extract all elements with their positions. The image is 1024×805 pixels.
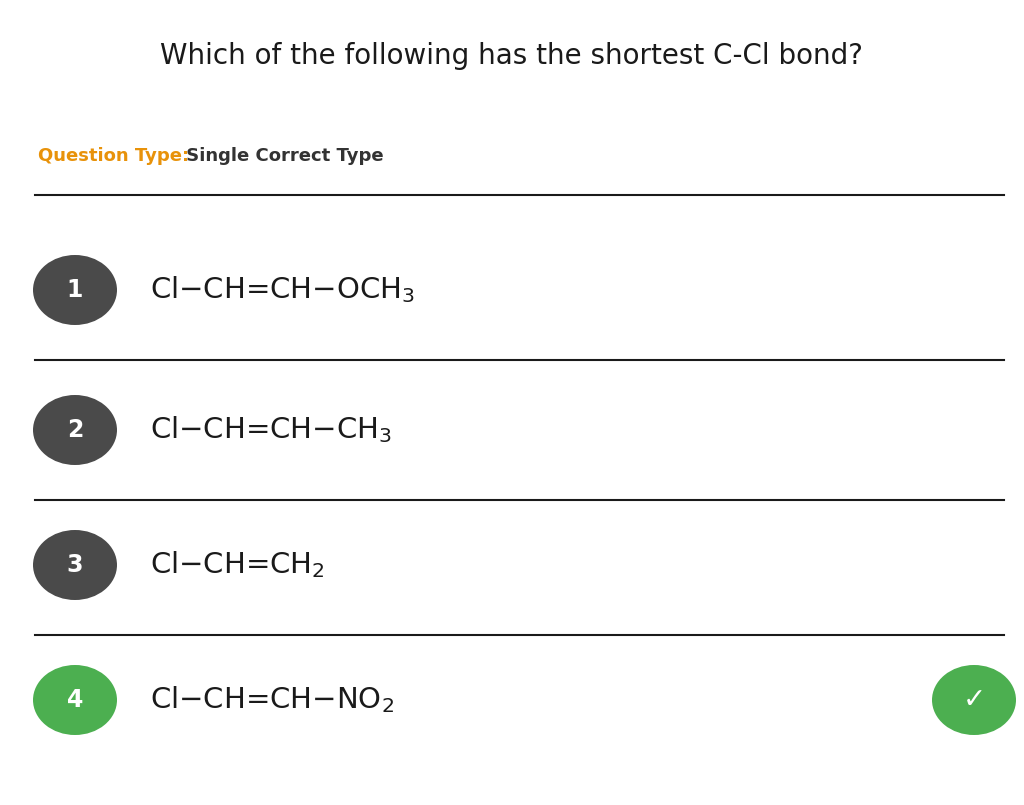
- Text: Question Type:: Question Type:: [38, 147, 189, 165]
- Text: Single Correct Type: Single Correct Type: [180, 147, 384, 165]
- Ellipse shape: [33, 255, 117, 325]
- Text: 2: 2: [67, 418, 83, 442]
- Text: 4: 4: [67, 688, 83, 712]
- Text: Which of the following has the shortest C-Cl bond?: Which of the following has the shortest …: [161, 42, 863, 70]
- Text: Cl−CH=CH$_2$: Cl−CH=CH$_2$: [150, 550, 325, 580]
- Ellipse shape: [33, 665, 117, 735]
- Ellipse shape: [932, 665, 1016, 735]
- Text: ✓: ✓: [963, 686, 986, 714]
- Text: 3: 3: [67, 553, 83, 577]
- Text: 1: 1: [67, 278, 83, 302]
- Ellipse shape: [33, 530, 117, 600]
- Text: Cl−CH=CH−CH$_3$: Cl−CH=CH−CH$_3$: [150, 415, 392, 445]
- Ellipse shape: [33, 395, 117, 465]
- Text: Cl−CH=CH−NO$_2$: Cl−CH=CH−NO$_2$: [150, 684, 394, 716]
- Text: Cl−CH=CH−OCH$_3$: Cl−CH=CH−OCH$_3$: [150, 275, 415, 305]
